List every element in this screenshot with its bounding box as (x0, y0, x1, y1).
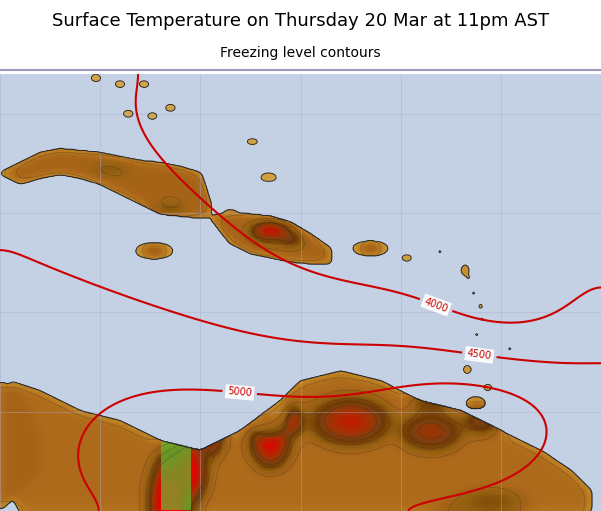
Text: 5000: 5000 (227, 386, 252, 399)
Text: 4000: 4000 (423, 296, 450, 314)
Text: 4500: 4500 (466, 349, 492, 361)
Text: Freezing level contours: Freezing level contours (220, 47, 381, 60)
Text: Surface Temperature on Thursday 20 Mar at 11pm AST: Surface Temperature on Thursday 20 Mar a… (52, 12, 549, 30)
